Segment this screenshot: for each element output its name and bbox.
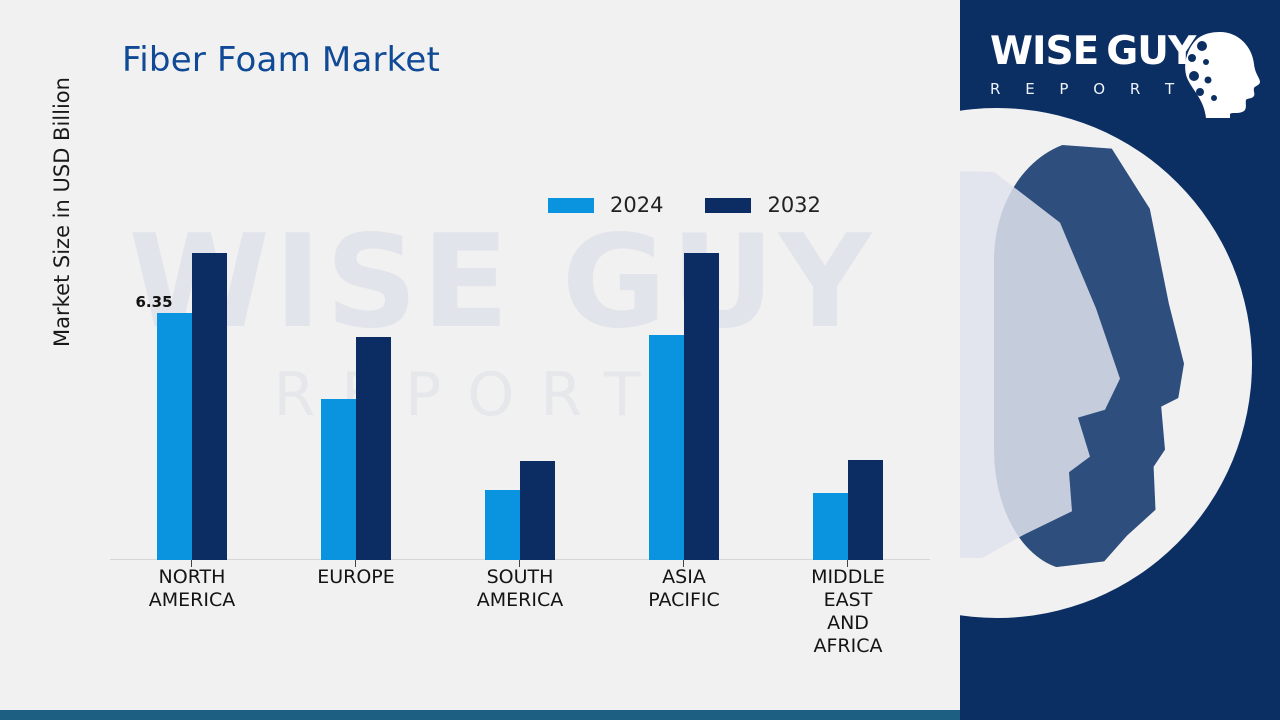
bar-2024[interactable]	[649, 334, 684, 560]
x-axis-tick	[355, 560, 356, 567]
bar-2024[interactable]	[485, 490, 520, 560]
bar-2024[interactable]	[321, 398, 356, 560]
legend-item-2024[interactable]: 2024	[548, 193, 663, 217]
x-axis-tick	[847, 560, 848, 567]
legend-label-2032: 2032	[767, 193, 821, 217]
bar-group: EUROPE	[274, 160, 438, 588]
y-axis-label: Market Size in USD Billion	[50, 77, 74, 347]
bar-group: NORTH AMERICA	[110, 160, 274, 611]
logo-tagline: R E P O R T S	[990, 80, 1219, 98]
bottom-accent-bar	[0, 710, 960, 720]
bar-group-bars	[274, 160, 438, 560]
bar-group-bars	[766, 160, 930, 560]
x-axis-tick-label: SOUTH AMERICA	[476, 566, 564, 611]
x-axis-tick	[191, 560, 192, 567]
logo-wordmark: WISE GUY	[990, 32, 1260, 71]
x-axis-tick-label: MIDDLE EAST AND AFRICA	[811, 566, 885, 657]
bar-value-label: 6.35	[135, 293, 173, 312]
x-axis-tick-label: ASIA PACIFIC	[648, 566, 720, 611]
chart-legend: 2024 2032	[548, 193, 821, 217]
logo-head-profile-icon	[1185, 32, 1260, 118]
bar-2032[interactable]	[848, 459, 883, 560]
logo[interactable]: WISE GUY R E P O R T S	[990, 32, 1260, 118]
legend-swatch-2024	[548, 197, 594, 213]
plot-area: NORTH AMERICA EUROPE SOUTH AMERICA ASIA PAC…	[110, 160, 930, 657]
bar-group-bars	[602, 160, 766, 560]
bar-group-bars	[110, 160, 274, 560]
x-axis-tick-label: EUROPE	[317, 566, 395, 588]
bar-2032[interactable]	[192, 253, 227, 560]
x-axis-tick-label: NORTH AMERICA	[148, 566, 236, 611]
legend-item-2032[interactable]: 2032	[705, 193, 821, 217]
bar-group: MIDDLE EAST AND AFRICA	[766, 160, 930, 657]
bar-2024[interactable]	[813, 492, 848, 560]
brand-panel	[960, 0, 1280, 720]
bar-2032[interactable]	[356, 336, 391, 560]
page-title: Fiber Foam Market	[122, 40, 440, 80]
bar-group-bars	[438, 160, 602, 560]
bar-group: ASIA PACIFIC	[602, 160, 766, 611]
bar-2024[interactable]	[157, 313, 192, 560]
legend-label-2024: 2024	[610, 193, 664, 217]
bar-chart: Market Size in USD Billion 2024 2032 NOR…	[50, 77, 930, 657]
legend-swatch-2032	[705, 197, 752, 213]
x-axis-tick	[683, 560, 684, 567]
bar-group: SOUTH AMERICA	[438, 160, 602, 611]
logo-word-wise: WISE	[990, 29, 1099, 74]
x-axis-tick	[519, 560, 520, 567]
bar-2032[interactable]	[684, 253, 719, 560]
bar-2032[interactable]	[520, 460, 555, 560]
logo-word-guy: GUY	[1106, 29, 1196, 74]
